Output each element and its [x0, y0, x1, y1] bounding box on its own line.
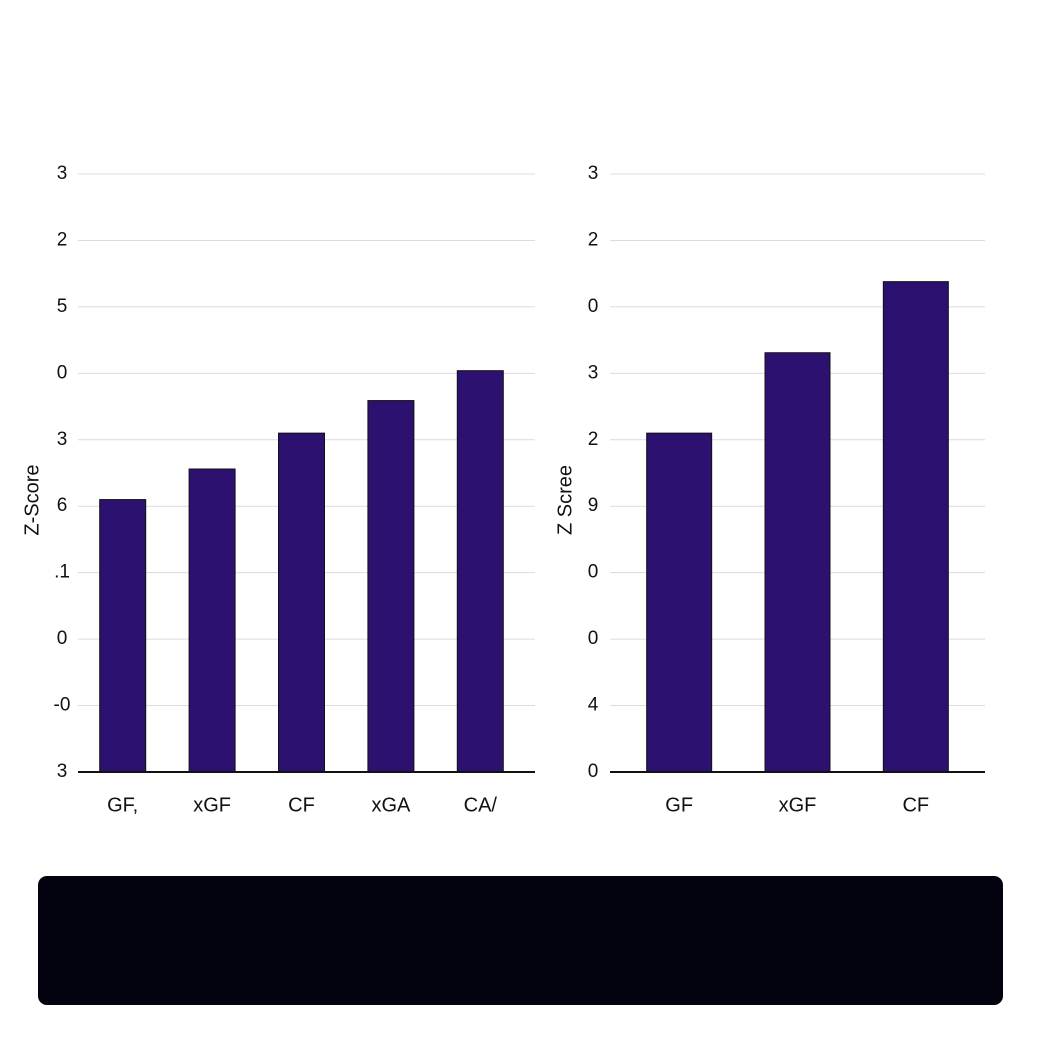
dark-banner: [38, 876, 1003, 1005]
x-tick-label: CF: [288, 794, 315, 816]
y-axis-label: Z-Score: [21, 464, 43, 535]
y-tick-label: 3: [588, 163, 599, 184]
bar: [99, 499, 147, 773]
y-tick-label: 0: [588, 628, 599, 649]
y-tick-label: 2: [588, 429, 599, 450]
y-tick-label: 6: [57, 495, 68, 516]
y-tick-label: 3: [57, 429, 68, 450]
x-tick-label: CA/: [464, 794, 498, 816]
y-tick-label: 3: [57, 761, 68, 782]
y-tick-label: 0: [588, 296, 599, 317]
y-tick-label: 2: [588, 229, 599, 250]
x-tick-label: xGF: [779, 794, 817, 816]
y-tick-label: .1: [54, 562, 70, 583]
y-tick-label: 5: [57, 296, 68, 317]
y-tick-label: 0: [588, 562, 599, 583]
y-tick-label: -0: [54, 695, 71, 716]
y-tick-label: 3: [588, 362, 599, 383]
bar: [764, 352, 831, 773]
y-tick-label: 0: [57, 362, 68, 383]
y-tick-label: 3: [57, 163, 68, 184]
bar: [646, 432, 713, 773]
y-tick-label: 0: [57, 628, 68, 649]
y-tick-label: 2: [57, 229, 68, 250]
bar: [367, 400, 415, 773]
x-tick-label: GF: [665, 794, 693, 816]
bar: [278, 432, 325, 773]
y-tick-label: 0: [588, 761, 599, 782]
x-tick-label: xGF: [193, 794, 231, 816]
bar: [188, 468, 236, 773]
x-tick-label: GF,: [107, 794, 138, 816]
y-axis-label: Z Scree: [554, 465, 576, 535]
x-tick-label: xGA: [371, 794, 411, 816]
bar: [456, 370, 504, 773]
x-tick-label: CF: [902, 794, 929, 816]
bar: [882, 281, 949, 773]
y-tick-label: 4: [588, 695, 599, 716]
y-tick-label: 9: [588, 495, 599, 516]
